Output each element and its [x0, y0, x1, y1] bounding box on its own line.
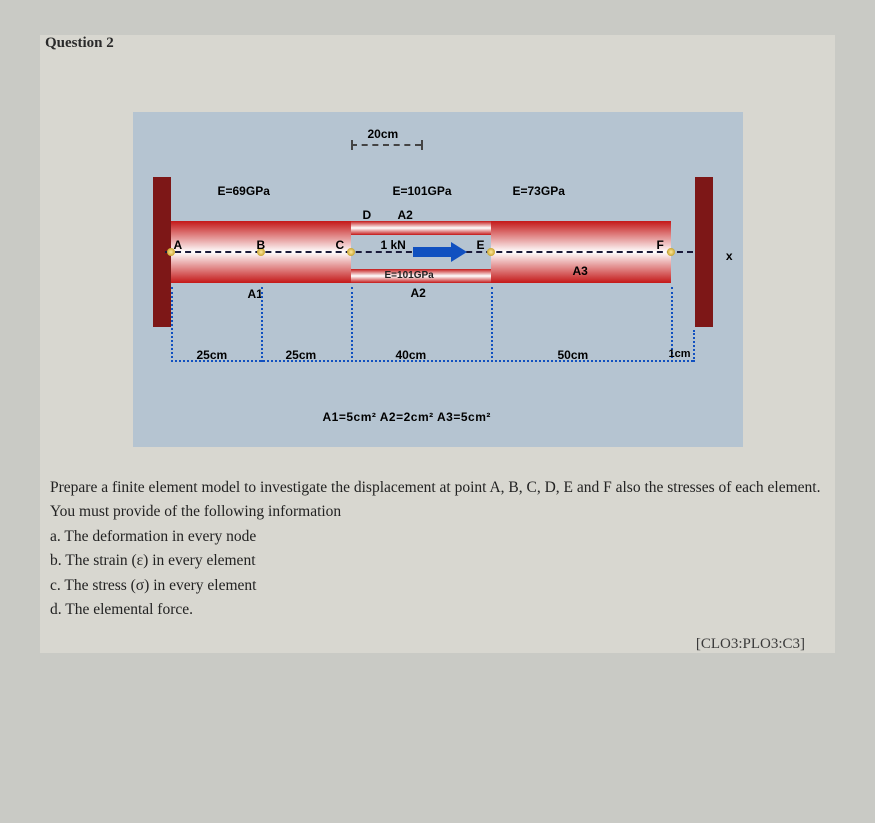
- clo-tag: [CLO3:PLO3:C3]: [40, 636, 805, 653]
- prompt-c: c. The stress (σ) in every element: [50, 575, 825, 597]
- label-a: A: [174, 238, 183, 252]
- node-c: [347, 248, 355, 256]
- label-f: F: [657, 238, 664, 252]
- label-e-node: E: [477, 238, 485, 252]
- prompt-d: d. The elemental force.: [50, 599, 825, 621]
- label-e-left: E=69GPa: [218, 184, 270, 198]
- question-heading: Question 2: [45, 35, 835, 52]
- label-b: B: [257, 238, 266, 252]
- area-values: A1=5cm² A2=2cm² A3=5cm²: [323, 410, 491, 424]
- dim-1: 25cm: [197, 348, 228, 362]
- question-prompt: Prepare a finite element model to invest…: [50, 477, 825, 622]
- prompt-p1: Prepare a finite element model to invest…: [50, 477, 825, 499]
- dim-2: 25cm: [286, 348, 317, 362]
- label-e101-bottom: E=101GPa: [385, 270, 434, 281]
- label-top-dim: 20cm: [368, 127, 399, 141]
- prompt-p2: You must provide of the following inform…: [50, 501, 825, 523]
- x-axis-label: x: [726, 249, 733, 263]
- label-a3: A3: [573, 264, 588, 278]
- label-e-middle: E=101GPa: [393, 184, 452, 198]
- diagram: E=69GPa E=101GPa E=73GPa 20cm D A2 A B C…: [133, 112, 743, 447]
- force-arrow-icon: [413, 246, 468, 258]
- dim-5: 1cm: [669, 348, 691, 360]
- bar-a2-top: [351, 221, 491, 235]
- node-e: [487, 248, 495, 256]
- label-node-d: D: [363, 208, 372, 222]
- dim-4: 50cm: [558, 348, 589, 362]
- label-a2-top: A2: [398, 208, 413, 222]
- fixed-support-right: [695, 177, 713, 327]
- prompt-b: b. The strain (ε) in every element: [50, 550, 825, 572]
- node-f: [667, 248, 675, 256]
- prompt-a: a. The deformation in every node: [50, 526, 825, 548]
- label-force: 1 kN: [381, 238, 406, 252]
- dim-3: 40cm: [396, 348, 427, 362]
- label-c: C: [336, 238, 345, 252]
- label-a2-bottom: A2: [411, 286, 426, 300]
- label-e-right: E=73GPa: [513, 184, 565, 198]
